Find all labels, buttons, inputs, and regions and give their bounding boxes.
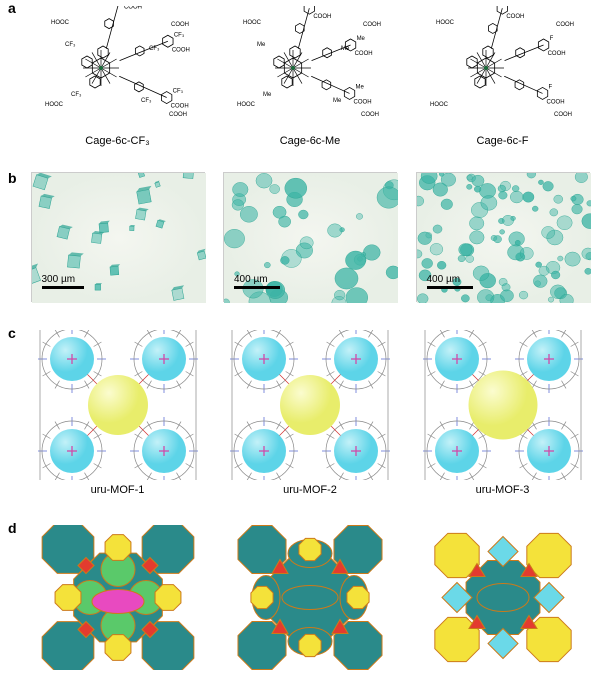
tiling-2 <box>416 525 590 670</box>
svg-text:COOH: COOH <box>554 112 572 118</box>
svg-text:CF₃: CF₃ <box>149 46 160 52</box>
svg-text:F: F <box>549 36 553 42</box>
row-crystal-structures: uru-MOF-1 uru-MOF-2 uru-MOF-3 <box>30 330 590 496</box>
chem-caption-2: Cage-6c-F <box>477 135 529 147</box>
scalebar-text: 400 µm <box>427 274 461 285</box>
svg-text:COOH: COOH <box>170 104 188 110</box>
micrograph-1: 400 µm <box>223 172 397 302</box>
scalebar-text: 300 µm <box>42 274 76 285</box>
chem-structure-f: FCOOHFCOOHFCOOHHOOCHOOCCOOHCOOH <box>416 6 590 131</box>
chem-caption-1: Cage-6c-Me <box>280 135 341 147</box>
chem-cell-1: Me COOH Me COOH Me COOH HOOC HOOC COOH COOH Me Me Me… <box>223 6 398 147</box>
svg-text:COOH: COOH <box>546 99 564 105</box>
tiles-cell-2 <box>415 525 590 670</box>
svg-text:Me: Me <box>356 84 365 90</box>
svg-text:HOOC: HOOC <box>51 20 70 26</box>
panel-label-d: d <box>8 520 17 536</box>
svg-text:COOH: COOH <box>313 14 331 20</box>
svg-text:COOH: COOH <box>547 51 565 57</box>
svg-text:COOH: COOH <box>556 22 574 28</box>
row-tilings <box>30 525 590 670</box>
scalebar-line <box>427 286 473 289</box>
crystal-caption-2: uru-MOF-3 <box>476 484 530 496</box>
micro-cell-2: 400 µm <box>415 172 590 302</box>
svg-text:COOH: COOH <box>361 112 379 118</box>
svg-text:COOH: COOH <box>171 22 189 28</box>
crystal-structure-1 <box>223 330 397 480</box>
svg-text:COOH: COOH <box>506 14 524 20</box>
svg-text:COOH: COOH <box>123 6 141 11</box>
crystal-structure-2 <box>416 330 590 480</box>
svg-text:COOH: COOH <box>363 22 381 28</box>
crystal-cell-2: uru-MOF-3 <box>415 330 590 496</box>
svg-text:HOOC: HOOC <box>430 102 449 108</box>
chem-structure-me: Me COOH Me COOH Me COOH HOOC HOOC COOH COOH Me Me Me… <box>223 6 397 131</box>
row-micrographs: 300 µm 400 µm 400 µm <box>30 172 590 302</box>
crystal-caption-1: uru-MOF-2 <box>283 484 337 496</box>
panel-label-b: b <box>8 170 17 186</box>
svg-text:CF₃: CF₃ <box>173 32 184 38</box>
svg-text:CF₃: CF₃ <box>141 98 152 104</box>
row-chem-structures: CF₃ COOH CF₃ COOH CF₃ COOH HOOC HOOC COOH COOH CF₃… <box>30 6 590 147</box>
svg-text:COOH: COOH <box>169 112 187 118</box>
svg-text:Me: Me <box>263 92 272 98</box>
panel-label-c: c <box>8 325 16 341</box>
svg-text:HOOC: HOOC <box>45 102 64 108</box>
chem-cell-2: FCOOHFCOOHFCOOHHOOCHOOCCOOHCOOH Cage-6c-… <box>415 6 590 147</box>
svg-text:COOH: COOH <box>354 99 372 105</box>
svg-text:Me: Me <box>341 46 350 52</box>
tiling-1 <box>223 525 397 670</box>
svg-text:CF₃: CF₃ <box>71 92 82 98</box>
svg-text:HOOC: HOOC <box>243 20 262 26</box>
panel-label-a: a <box>8 0 16 16</box>
scalebar-text: 400 µm <box>234 274 268 285</box>
crystal-structure-0 <box>31 330 205 480</box>
tiles-cell-1 <box>223 525 398 670</box>
crystal-cell-1: uru-MOF-2 <box>223 330 398 496</box>
svg-text:COOH: COOH <box>171 47 189 53</box>
chem-cell-0: CF₃ COOH CF₃ COOH CF₃ COOH HOOC HOOC COOH COOH CF₃… <box>30 6 205 147</box>
tiling-0 <box>31 525 205 670</box>
svg-text:HOOC: HOOC <box>237 102 256 108</box>
svg-text:Me: Me <box>357 36 366 42</box>
micrograph-0: 300 µm <box>31 172 205 302</box>
micro-cell-1: 400 µm <box>223 172 398 302</box>
svg-text:COOH: COOH <box>355 51 373 57</box>
crystal-caption-0: uru-MOF-1 <box>91 484 145 496</box>
crystal-cell-0: uru-MOF-1 <box>30 330 205 496</box>
svg-text:CF₃: CF₃ <box>172 89 183 95</box>
svg-text:F: F <box>548 84 552 90</box>
chem-structure-cf3: CF₃ COOH CF₃ COOH CF₃ COOH HOOC HOOC COOH COOH CF₃… <box>31 6 205 131</box>
svg-text:CF₃: CF₃ <box>65 42 76 48</box>
svg-text:HOOC: HOOC <box>436 20 455 26</box>
micro-cell-0: 300 µm <box>30 172 205 302</box>
svg-text:Me: Me <box>257 42 266 48</box>
chem-caption-0: Cage-6c-CF₃ <box>85 135 149 147</box>
scalebar-line <box>42 286 84 289</box>
scalebar-line <box>234 286 280 289</box>
svg-text:Me: Me <box>333 98 342 104</box>
tiles-cell-0 <box>30 525 205 670</box>
micrograph-2: 400 µm <box>416 172 590 302</box>
